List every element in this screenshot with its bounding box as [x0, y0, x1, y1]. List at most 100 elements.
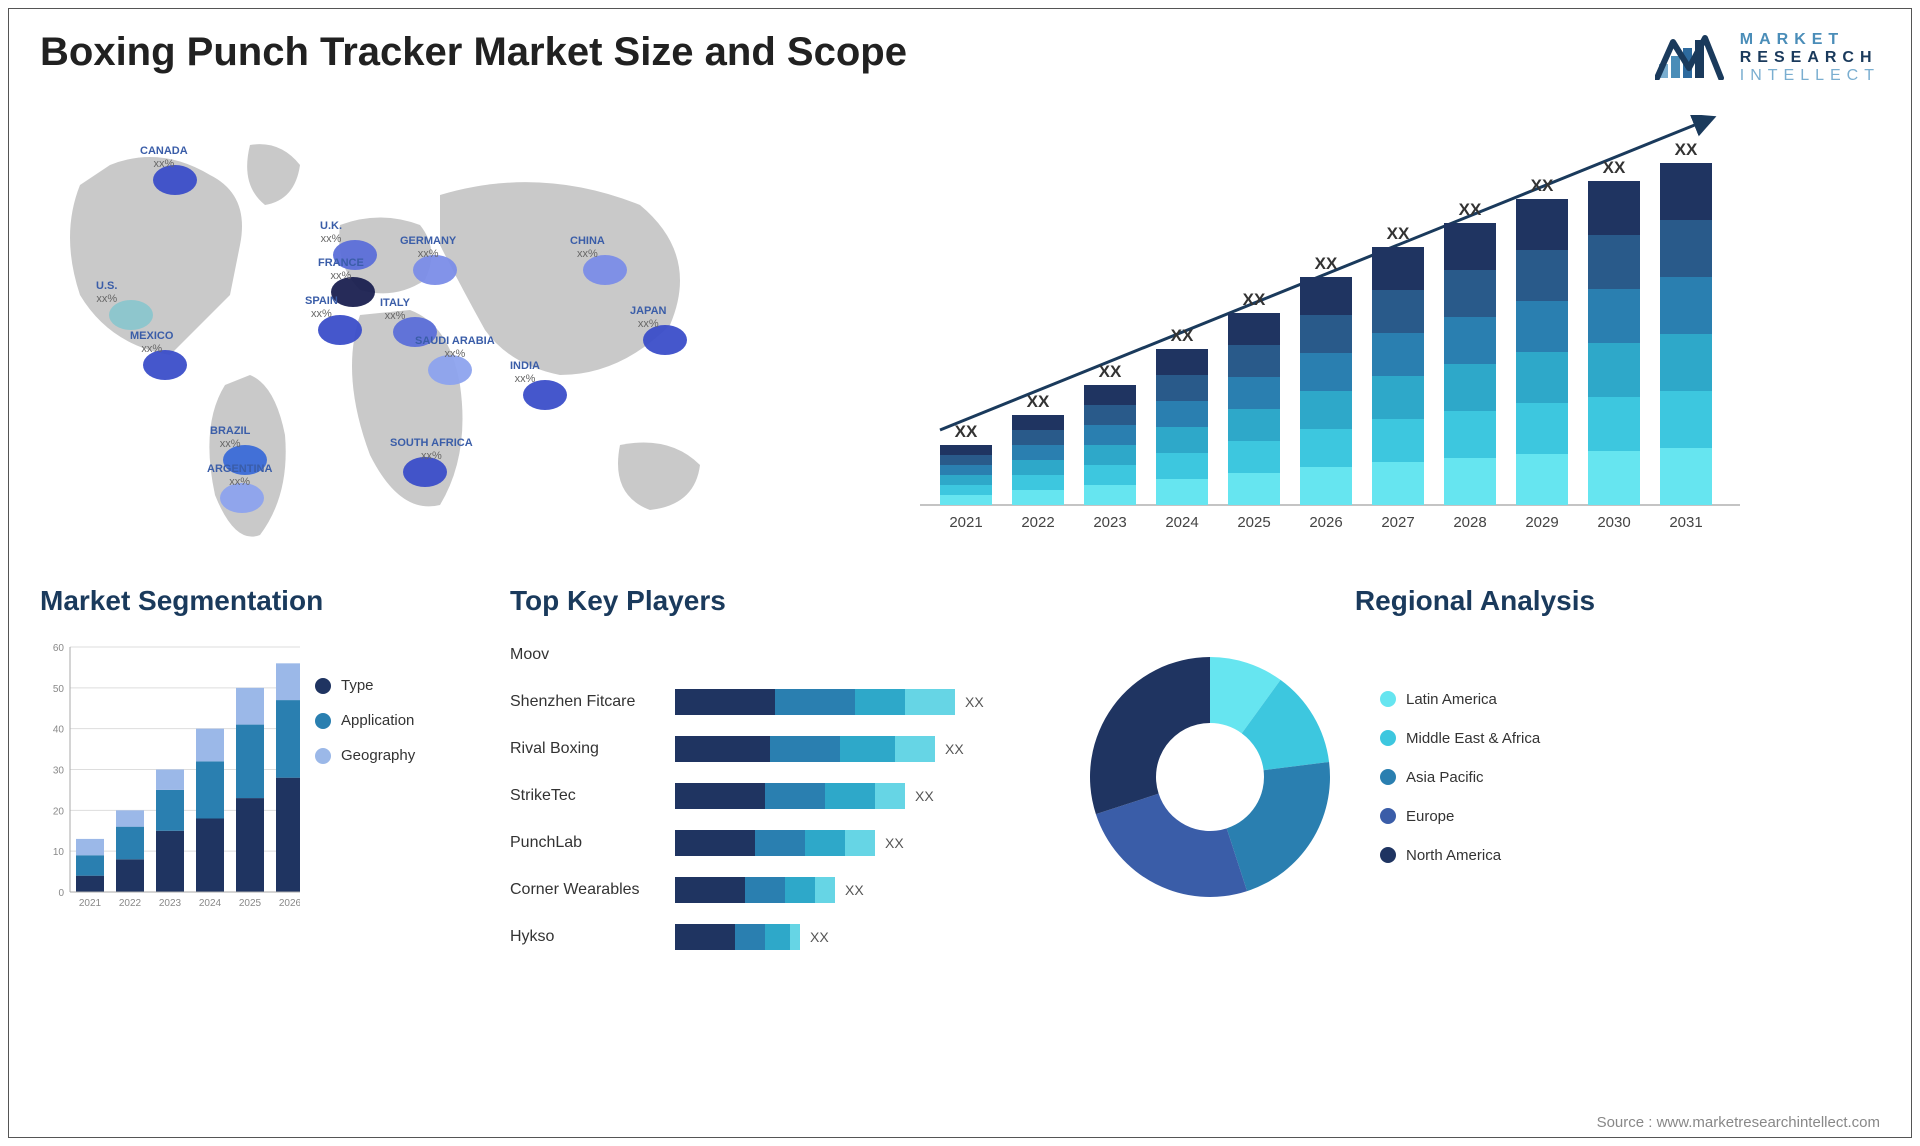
svg-text:2026: 2026 [279, 898, 300, 909]
map-label-italy: ITALYxx% [380, 297, 410, 323]
map-label-germany: GERMANYxx% [400, 235, 456, 261]
player-name: Moov [510, 646, 675, 664]
svg-text:2022: 2022 [1021, 514, 1054, 531]
region-title: Regional Analysis [1070, 585, 1880, 617]
svg-text:XX: XX [1315, 254, 1338, 273]
player-value: XX [810, 929, 829, 945]
logo-line1: MARKET [1740, 31, 1880, 49]
svg-text:2022: 2022 [119, 898, 142, 909]
svg-text:XX: XX [1243, 290, 1266, 309]
map-label-canada: CANADAxx% [140, 145, 188, 171]
player-row: Corner Wearables XX [510, 872, 1040, 907]
player-bar [675, 783, 905, 809]
svg-text:2025: 2025 [239, 898, 262, 909]
map-label-india: INDIAxx% [510, 360, 540, 386]
player-name: Rival Boxing [510, 740, 675, 758]
svg-text:XX: XX [1171, 326, 1194, 345]
source-attribution: Source : www.marketresearchintellect.com [1597, 1114, 1880, 1131]
map-label-france: FRANCExx% [318, 257, 364, 283]
player-name: StrikeTec [510, 787, 675, 805]
player-row: Rival Boxing XX [510, 731, 1040, 766]
map-label-brazil: BRAZILxx% [210, 425, 250, 451]
region-panel: Regional Analysis Latin America Middle Ea… [1070, 585, 1880, 1005]
svg-text:XX: XX [1099, 362, 1122, 381]
player-name: Shenzhen Fitcare [510, 693, 675, 711]
svg-text:2021: 2021 [79, 898, 102, 909]
region-legend-item: Europe [1380, 808, 1880, 825]
svg-text:40: 40 [53, 725, 65, 736]
region-legend-item: Asia Pacific [1380, 769, 1880, 786]
player-bar [675, 924, 800, 950]
svg-text:2028: 2028 [1453, 514, 1486, 531]
player-row: Hykso XX [510, 919, 1040, 954]
map-label-argentina: ARGENTINAxx% [207, 463, 272, 489]
map-label-spain: SPAINxx% [305, 295, 338, 321]
header: Boxing Punch Tracker Market Size and Sco… [40, 30, 1880, 85]
player-row: Shenzhen FitcareXX [510, 684, 1040, 719]
market-size-chart: XX 2021 XX 2022 XX 2023 XX 2024 XX 2025 XX 2026 XX 20… [780, 105, 1880, 555]
player-row: StrikeTec XX [510, 778, 1040, 813]
logo-line3: INTELLECT [1740, 67, 1880, 85]
player-row: Moov [510, 637, 1040, 672]
map-label-saudi-arabia: SAUDI ARABIAxx% [415, 335, 495, 361]
svg-text:2031: 2031 [1669, 514, 1702, 531]
svg-text:2030: 2030 [1597, 514, 1630, 531]
map-label-south-africa: SOUTH AFRICAxx% [390, 437, 473, 463]
logo-bars-icon [1655, 30, 1725, 85]
brand-logo: MARKET RESEARCH INTELLECT [1655, 30, 1880, 85]
player-bar [675, 830, 875, 856]
svg-text:XX: XX [1603, 158, 1626, 177]
svg-text:2026: 2026 [1309, 514, 1342, 531]
svg-text:2025: 2025 [1237, 514, 1270, 531]
svg-text:XX: XX [1387, 224, 1410, 243]
svg-text:2023: 2023 [1093, 514, 1126, 531]
player-value: XX [945, 741, 964, 757]
bottom-row: Market Segmentation 01020304050602021202… [40, 585, 1880, 1005]
svg-text:60: 60 [53, 643, 65, 654]
players-panel: Top Key Players MoovShenzhen FitcareXXRi… [510, 585, 1040, 1005]
svg-text:XX: XX [1675, 140, 1698, 159]
player-bar [675, 877, 835, 903]
player-name: Corner Wearables [510, 881, 675, 899]
segmentation-legend: TypeApplicationGeography [315, 637, 480, 1005]
logo-line2: RESEARCH [1740, 49, 1880, 67]
map-label-u-k-: U.K.xx% [320, 220, 342, 246]
svg-text:2023: 2023 [159, 898, 182, 909]
svg-text:XX: XX [955, 422, 978, 441]
svg-text:10: 10 [53, 847, 65, 858]
svg-text:2024: 2024 [1165, 514, 1198, 531]
svg-text:0: 0 [58, 888, 64, 899]
players-title: Top Key Players [510, 585, 1040, 617]
region-legend-item: Middle East & Africa [1380, 730, 1880, 747]
segmentation-panel: Market Segmentation 01020304050602021202… [40, 585, 480, 1005]
svg-text:2021: 2021 [949, 514, 982, 531]
svg-text:50: 50 [53, 684, 65, 695]
player-value: XX [845, 882, 864, 898]
legend-item-application: Application [315, 712, 480, 729]
region-legend-item: North America [1380, 847, 1880, 864]
player-value: XX [885, 835, 904, 851]
player-name: PunchLab [510, 834, 675, 852]
player-name: Hykso [510, 928, 675, 946]
logo-text: MARKET RESEARCH INTELLECT [1740, 31, 1880, 85]
region-legend-item: Latin America [1380, 691, 1880, 708]
player-bar [675, 736, 935, 762]
player-value: XX [915, 788, 934, 804]
region-donut [1070, 637, 1350, 917]
svg-text:2027: 2027 [1381, 514, 1414, 531]
segmentation-chart: 0 10 20 30 40 50 60 2021 2022 2023 2024 2025 2026 [40, 637, 300, 1005]
svg-text:20: 20 [53, 806, 65, 817]
svg-text:30: 30 [53, 766, 65, 777]
players-list: MoovShenzhen FitcareXXRival BoxingXXStri… [510, 637, 1040, 966]
svg-text:2024: 2024 [199, 898, 222, 909]
map-label-u-s-: U.S.xx% [96, 280, 117, 306]
map-label-china: CHINAxx% [570, 235, 605, 261]
map-label-japan: JAPANxx% [630, 305, 666, 331]
top-row: CANADAxx% U.S.xx% MEXICOxx% U.K.xx% FRANCExx… [40, 105, 1880, 555]
player-bar [675, 689, 955, 715]
map-label-mexico: MEXICOxx% [130, 330, 173, 356]
svg-text:2029: 2029 [1525, 514, 1558, 531]
region-legend: Latin America Middle East & Africa Asia Pa… [1370, 691, 1880, 864]
svg-text:XX: XX [1459, 200, 1482, 219]
player-row: PunchLab XX [510, 825, 1040, 860]
